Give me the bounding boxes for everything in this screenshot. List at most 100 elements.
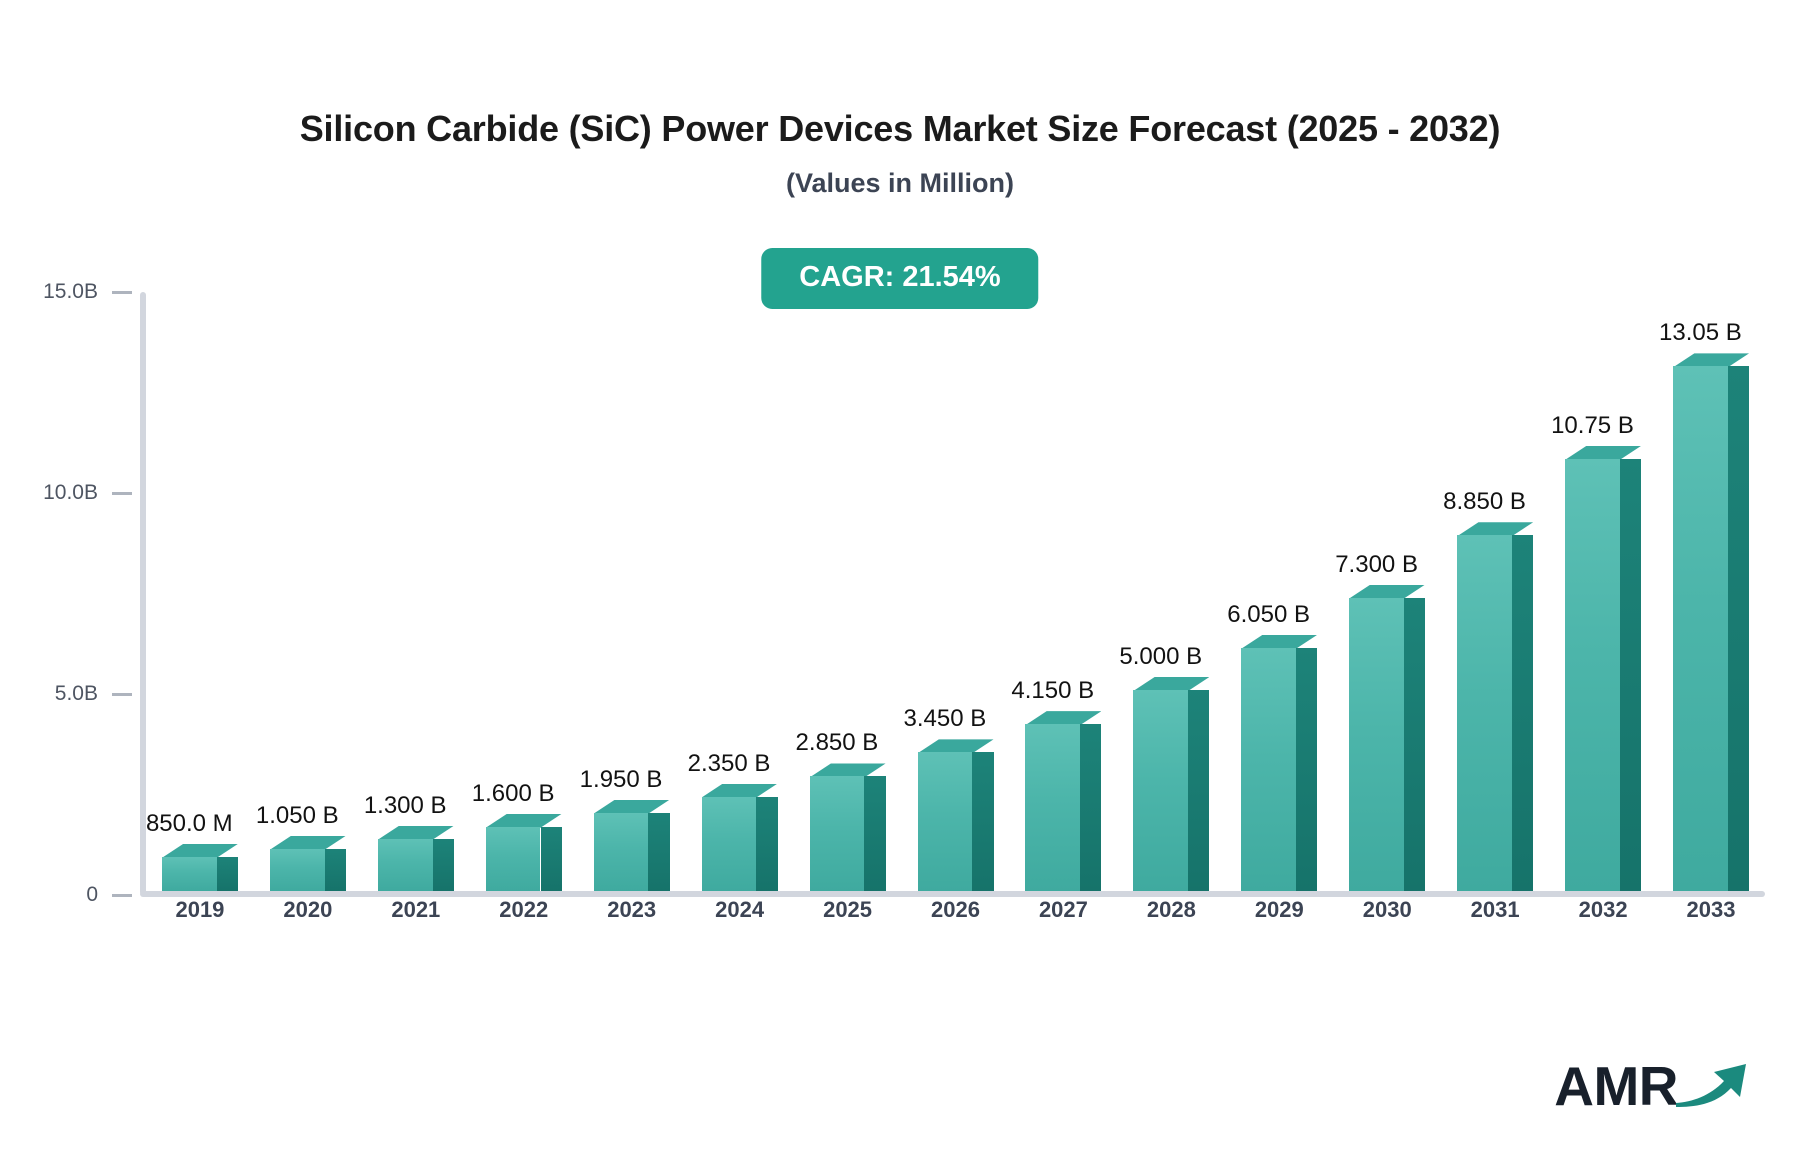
bar-column: 1.050 B <box>256 288 346 891</box>
y-axis-tick-label: 15.0B <box>43 280 98 303</box>
bar-top-face <box>1349 584 1426 599</box>
y-axis-tick: 0 <box>86 883 140 907</box>
bar-column: 8.850 B <box>1443 288 1534 891</box>
bar[interactable]: 2.350 B <box>688 750 778 891</box>
bar-column: 2.350 B <box>688 288 778 891</box>
bar-column: 1.950 B <box>580 288 670 891</box>
page-title: Silicon Carbide (SiC) Power Devices Mark… <box>299 108 1501 149</box>
bar[interactable]: 3.450 B <box>903 705 994 891</box>
bar-front-face <box>1349 597 1404 891</box>
plot-area: 15.0B 10.0B 5.0B 0 850.0 M 1.050 B 1.300 B 1.6… <box>43 280 1765 906</box>
bar[interactable]: 1.300 B <box>364 792 454 891</box>
bar[interactable]: 7.300 B <box>1335 551 1426 891</box>
bar[interactable]: 10.75 B <box>1551 412 1642 891</box>
x-axis-ticks: 2019 2020 2021 2022 2023 2024 2025 2026 2027 2028… <box>146 897 1765 937</box>
x-axis-tick-label: 2022 <box>499 897 549 922</box>
bar[interactable]: 1.050 B <box>256 802 346 891</box>
bar-value-label: 1.950 B <box>579 765 663 793</box>
bar-value-label: 8.850 B <box>1443 488 1526 516</box>
bar-side-face <box>864 776 886 891</box>
bar-front-face <box>701 796 757 891</box>
bar-top-face <box>377 825 454 840</box>
bar[interactable]: 13.05 B <box>1659 319 1750 891</box>
y-axis-tick-mark <box>112 290 132 294</box>
bar-front-face <box>917 752 973 891</box>
x-axis-tick-label: 2029 <box>1254 897 1304 922</box>
bar-side-face <box>972 752 994 891</box>
bar-value-label: 4.150 B <box>1011 677 1095 705</box>
bar-value-label: 1.300 B <box>363 791 447 819</box>
bar-top-face <box>1133 677 1210 691</box>
bar-front-face <box>1025 724 1081 891</box>
bar-value-label: 2.850 B <box>795 729 879 757</box>
bar-side-face <box>756 796 778 891</box>
bar-column: 1.600 B <box>472 288 562 891</box>
bar-value-label: 5.000 B <box>1119 643 1203 670</box>
x-axis-tick-label: 2031 <box>1470 897 1520 922</box>
bar-side-face <box>1403 597 1426 891</box>
bar[interactable]: 5.000 B <box>1119 643 1210 891</box>
bar-front-face <box>485 826 541 891</box>
bar[interactable]: 1.950 B <box>580 766 670 891</box>
bar-side-face <box>1511 535 1534 891</box>
bar-column: 2.850 B <box>796 288 886 891</box>
bar-side-face <box>1188 690 1210 891</box>
y-axis-tick-label: 0 <box>86 883 98 906</box>
bar-side-face <box>1296 647 1318 891</box>
bar-front-face <box>377 838 433 891</box>
amr-logo: AMR <box>1554 1055 1752 1118</box>
y-axis-tick: 15.0B <box>43 280 140 304</box>
bar[interactable]: 2.850 B <box>796 729 886 891</box>
bar-front-face <box>809 776 865 891</box>
bar[interactable]: 1.600 B <box>472 780 562 891</box>
bar-front-face <box>593 812 649 891</box>
chart-subtitle: (Values in Million) <box>785 168 1015 198</box>
x-axis-tick-label: 2025 <box>823 897 873 922</box>
bar-column: 13.05 B <box>1659 288 1750 891</box>
bar-value-label: 6.050 B <box>1227 600 1311 628</box>
bar-column: 6.050 B <box>1227 288 1318 891</box>
bar-top-face <box>1457 522 1534 537</box>
bar-side-face <box>432 838 454 891</box>
bar-top-face <box>485 813 562 828</box>
bar[interactable]: 4.150 B <box>1011 677 1102 891</box>
logo-text: AMR <box>1554 1055 1678 1117</box>
bar-side-face <box>648 812 670 891</box>
x-axis-tick-label: 2027 <box>1038 897 1088 922</box>
bar-front-face <box>1133 690 1189 891</box>
x-axis-tick-label: 2026 <box>931 897 980 922</box>
bar[interactable]: 8.850 B <box>1443 488 1534 891</box>
bar-top-face <box>1565 445 1642 460</box>
x-axis-tick-label: 2024 <box>715 897 765 922</box>
bar-column: 7.300 B <box>1335 288 1426 891</box>
bar-top-face <box>269 835 346 850</box>
bar-value-label: 850.0 M <box>145 809 233 837</box>
bar-side-face <box>324 848 346 891</box>
x-axis-tick-label: 2020 <box>283 897 333 922</box>
bar-front-face <box>269 848 325 891</box>
bar-top-face <box>917 739 994 754</box>
y-axis-tick: 5.0B <box>55 682 140 706</box>
x-axis-tick-label: 2028 <box>1146 897 1196 922</box>
bar[interactable]: 6.050 B <box>1227 601 1318 891</box>
y-axis-tick-label: 10.0B <box>43 481 98 504</box>
bar-side-face <box>1080 724 1102 891</box>
bar-top-face <box>161 843 238 858</box>
growth-arrow-icon <box>1674 1055 1752 1112</box>
bar-top-face <box>593 799 670 814</box>
bar-column: 5.000 B <box>1119 288 1210 891</box>
bar-column: 850.0 M <box>146 288 238 891</box>
bar[interactable]: 850.0 M <box>146 810 238 891</box>
bar-top-face <box>701 783 778 798</box>
y-axis-tick-label: 5.0B <box>54 682 98 705</box>
bar-front-face <box>1241 647 1297 891</box>
x-axis-tick-label: 2030 <box>1362 897 1412 922</box>
bar-top-face <box>1673 353 1750 368</box>
bar-column: 1.300 B <box>364 288 454 891</box>
y-axis-line <box>140 292 146 895</box>
bar-column: 4.150 B <box>1011 288 1102 891</box>
x-axis-tick-label: 2021 <box>391 897 441 922</box>
bar-side-face <box>1619 458 1642 891</box>
bar-front-face <box>1673 366 1728 891</box>
